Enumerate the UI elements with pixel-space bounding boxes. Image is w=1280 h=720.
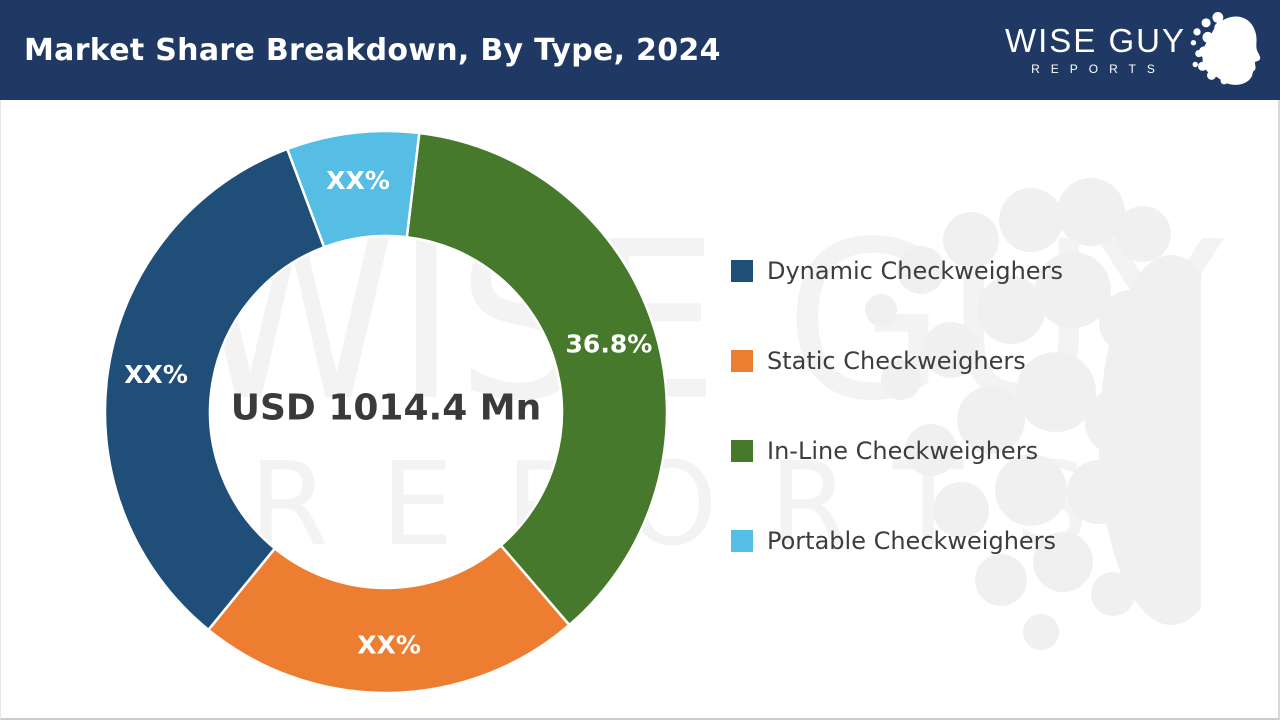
donut-segment-value-label: XX% — [124, 360, 188, 389]
legend-item-dynamic-checkweighers: Dynamic Checkweighers — [731, 226, 1063, 316]
logo-text: WISE GUY REPORTS — [1005, 24, 1186, 76]
donut-segment-value-label: XX% — [326, 166, 390, 195]
legend-label: Portable Checkweighers — [767, 527, 1057, 555]
logo: WISE GUY REPORTS — [1005, 10, 1264, 90]
donut-segment-dynamic-checkweighers — [103, 147, 326, 632]
logo-subtitle: REPORTS — [1031, 61, 1166, 76]
legend-label: In-Line Checkweighers — [767, 437, 1039, 465]
logo-wordmark: WISE GUY — [1004, 22, 1186, 60]
legend-label: Dynamic Checkweighers — [767, 257, 1063, 285]
legend-swatch — [731, 350, 753, 372]
header-bar: Market Share Breakdown, By Type, 2024 WI… — [0, 0, 1280, 100]
donut-segment-portable-checkweighers — [286, 129, 421, 249]
donut-chart: 36.8% XX% XX% XX% — [103, 129, 669, 695]
legend-item-portable-checkweighers: Portable Checkweighers — [731, 496, 1063, 586]
donut-segment-in-line-checkweighers — [405, 131, 669, 627]
legend-label: Static Checkweighers — [767, 347, 1026, 375]
page-title: Market Share Breakdown, By Type, 2024 — [24, 32, 721, 68]
legend-swatch — [731, 440, 753, 462]
logo-face-icon — [1190, 12, 1261, 85]
chart-center-value: USD 1014.4 Mn — [230, 387, 542, 429]
legend-item-static-checkweighers: Static Checkweighers — [731, 316, 1063, 406]
donut-segment-static-checkweighers — [207, 544, 571, 695]
legend: Dynamic Checkweighers Static Checkweigher… — [731, 226, 1063, 586]
legend-swatch — [731, 260, 753, 282]
legend-swatch — [731, 530, 753, 552]
watermark-face — [865, 178, 1201, 650]
legend-item-in-line-checkweighers: In-Line Checkweighers — [731, 406, 1063, 496]
chart-area: WISE GUY REPORTS 36.8% XX% XX% XX% USD 1014… — [0, 100, 1280, 720]
donut-segment-value-label: 36.8% — [566, 330, 653, 359]
donut-segment-value-label: XX% — [357, 631, 421, 660]
